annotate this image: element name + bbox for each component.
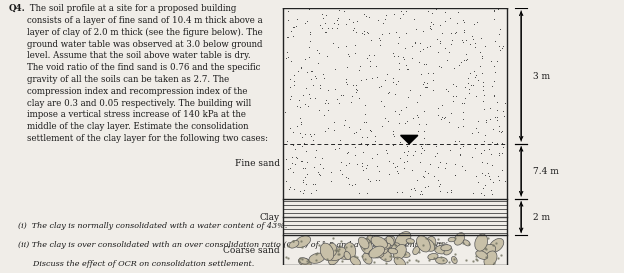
Ellipse shape — [400, 251, 410, 257]
Ellipse shape — [391, 244, 398, 252]
Ellipse shape — [375, 241, 389, 250]
Ellipse shape — [320, 243, 334, 261]
Ellipse shape — [369, 246, 384, 258]
Ellipse shape — [361, 238, 373, 254]
Text: 7.4 m: 7.4 m — [533, 167, 558, 176]
Ellipse shape — [477, 245, 495, 258]
Text: 2 m: 2 m — [533, 213, 550, 222]
Text: The soil profile at a site for a proposed building
consists of a layer of fine s: The soil profile at a site for a propose… — [27, 4, 268, 143]
Ellipse shape — [412, 247, 420, 254]
Ellipse shape — [391, 243, 399, 249]
Ellipse shape — [363, 253, 372, 264]
Ellipse shape — [386, 236, 394, 245]
Ellipse shape — [441, 245, 451, 251]
Ellipse shape — [329, 247, 346, 261]
Ellipse shape — [371, 236, 388, 248]
Ellipse shape — [422, 238, 435, 251]
Ellipse shape — [406, 239, 414, 244]
Ellipse shape — [426, 236, 436, 251]
Text: 3 m: 3 m — [533, 72, 550, 81]
Ellipse shape — [475, 234, 487, 251]
Ellipse shape — [393, 244, 406, 260]
Ellipse shape — [435, 245, 450, 254]
Ellipse shape — [382, 248, 388, 254]
Text: Coarse sand: Coarse sand — [223, 246, 280, 255]
Ellipse shape — [463, 240, 470, 246]
Ellipse shape — [366, 235, 373, 244]
Ellipse shape — [365, 240, 371, 247]
Ellipse shape — [489, 238, 504, 252]
Text: Q4.: Q4. — [8, 4, 25, 13]
Ellipse shape — [329, 253, 339, 265]
Ellipse shape — [350, 257, 361, 266]
Ellipse shape — [328, 243, 337, 256]
Polygon shape — [401, 135, 418, 144]
Ellipse shape — [358, 237, 369, 249]
Text: (i)  The clay is normally consolidated with a water content of 43%.: (i) The clay is normally consolidated wi… — [8, 222, 288, 230]
Ellipse shape — [299, 258, 309, 264]
Ellipse shape — [417, 236, 431, 252]
Text: Clay: Clay — [260, 213, 280, 222]
Ellipse shape — [484, 251, 497, 267]
Ellipse shape — [298, 258, 311, 266]
Text: Discuss the effect of OCR on consolidation settlement.: Discuss the effect of OCR on consolidati… — [8, 260, 255, 268]
Ellipse shape — [374, 242, 383, 247]
Ellipse shape — [475, 251, 488, 259]
Text: (ii) The clay is over consolidated with an over consolidation ratio (OCR) of 1.5: (ii) The clay is over consolidated with … — [8, 241, 451, 249]
Ellipse shape — [448, 237, 456, 242]
Ellipse shape — [428, 254, 438, 260]
Ellipse shape — [444, 248, 452, 255]
Ellipse shape — [388, 248, 397, 254]
Ellipse shape — [289, 241, 299, 248]
Ellipse shape — [394, 257, 406, 267]
Ellipse shape — [395, 232, 411, 247]
Ellipse shape — [369, 249, 384, 258]
Text: Fine sand: Fine sand — [235, 159, 280, 168]
Ellipse shape — [454, 233, 465, 245]
Ellipse shape — [338, 250, 354, 259]
Ellipse shape — [344, 243, 356, 259]
Ellipse shape — [295, 236, 311, 248]
Ellipse shape — [381, 236, 395, 250]
Ellipse shape — [452, 256, 457, 264]
Ellipse shape — [378, 248, 392, 262]
Ellipse shape — [436, 257, 447, 264]
Ellipse shape — [344, 251, 351, 260]
Ellipse shape — [382, 243, 391, 249]
Ellipse shape — [479, 238, 484, 245]
Ellipse shape — [309, 253, 325, 263]
